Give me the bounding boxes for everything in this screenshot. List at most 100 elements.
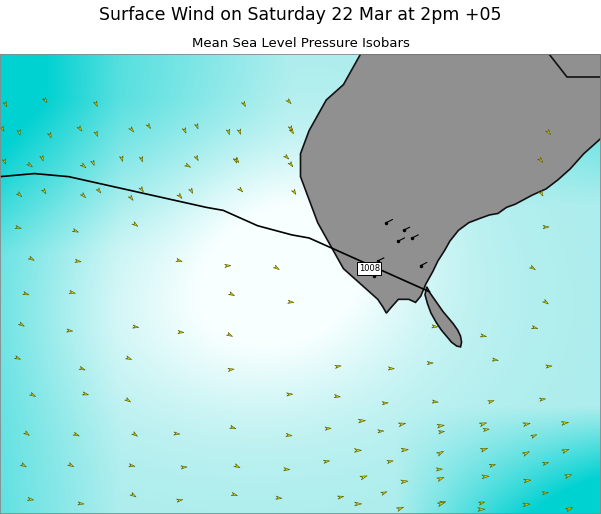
Polygon shape bbox=[132, 432, 138, 436]
Polygon shape bbox=[16, 192, 22, 197]
Polygon shape bbox=[529, 265, 535, 270]
Polygon shape bbox=[432, 325, 438, 328]
Polygon shape bbox=[398, 423, 406, 427]
Polygon shape bbox=[77, 125, 82, 131]
Polygon shape bbox=[80, 193, 86, 198]
Polygon shape bbox=[78, 502, 84, 505]
Polygon shape bbox=[300, 54, 601, 313]
Polygon shape bbox=[561, 449, 569, 453]
Polygon shape bbox=[523, 423, 530, 427]
Polygon shape bbox=[531, 435, 537, 438]
Polygon shape bbox=[487, 400, 494, 404]
Polygon shape bbox=[561, 421, 569, 426]
Polygon shape bbox=[0, 126, 4, 132]
Polygon shape bbox=[189, 188, 193, 193]
Polygon shape bbox=[40, 155, 43, 161]
Polygon shape bbox=[284, 154, 289, 159]
Polygon shape bbox=[132, 325, 139, 328]
Polygon shape bbox=[23, 291, 29, 295]
Polygon shape bbox=[523, 503, 530, 507]
Polygon shape bbox=[427, 361, 433, 365]
Polygon shape bbox=[480, 334, 487, 337]
Polygon shape bbox=[546, 130, 551, 135]
Polygon shape bbox=[28, 256, 34, 261]
Polygon shape bbox=[489, 464, 496, 468]
Polygon shape bbox=[73, 432, 79, 436]
Polygon shape bbox=[396, 507, 404, 511]
Polygon shape bbox=[82, 392, 88, 395]
Text: Mean Sea Level Pressure Isobars: Mean Sea Level Pressure Isobars bbox=[192, 36, 409, 50]
Polygon shape bbox=[132, 222, 138, 226]
Polygon shape bbox=[237, 129, 240, 135]
Polygon shape bbox=[234, 157, 239, 163]
Polygon shape bbox=[18, 322, 25, 326]
Polygon shape bbox=[276, 496, 282, 499]
Polygon shape bbox=[479, 423, 487, 427]
Polygon shape bbox=[194, 155, 198, 161]
Polygon shape bbox=[234, 464, 240, 468]
Polygon shape bbox=[273, 265, 279, 270]
Polygon shape bbox=[185, 163, 191, 168]
Polygon shape bbox=[225, 264, 231, 268]
Polygon shape bbox=[79, 366, 85, 370]
Polygon shape bbox=[2, 159, 5, 164]
Polygon shape bbox=[181, 466, 187, 469]
Polygon shape bbox=[323, 460, 330, 464]
Polygon shape bbox=[17, 130, 20, 135]
Polygon shape bbox=[42, 97, 47, 102]
Polygon shape bbox=[230, 425, 236, 429]
Polygon shape bbox=[67, 329, 73, 332]
Polygon shape bbox=[492, 358, 498, 361]
Polygon shape bbox=[436, 451, 444, 456]
Polygon shape bbox=[401, 448, 409, 452]
Polygon shape bbox=[288, 125, 292, 131]
Polygon shape bbox=[120, 156, 123, 161]
Polygon shape bbox=[565, 508, 573, 512]
Polygon shape bbox=[67, 463, 74, 467]
Polygon shape bbox=[69, 290, 75, 293]
Polygon shape bbox=[437, 424, 444, 428]
Polygon shape bbox=[226, 129, 230, 135]
Polygon shape bbox=[75, 259, 81, 263]
Polygon shape bbox=[29, 392, 35, 397]
Polygon shape bbox=[358, 419, 365, 423]
Polygon shape bbox=[425, 287, 462, 347]
Polygon shape bbox=[542, 462, 549, 466]
Polygon shape bbox=[388, 367, 394, 370]
Polygon shape bbox=[387, 461, 393, 464]
Polygon shape bbox=[47, 132, 51, 138]
Polygon shape bbox=[355, 502, 362, 506]
Polygon shape bbox=[28, 498, 34, 501]
Polygon shape bbox=[289, 128, 293, 134]
Polygon shape bbox=[360, 476, 367, 480]
Polygon shape bbox=[480, 448, 487, 452]
Polygon shape bbox=[23, 431, 29, 435]
Polygon shape bbox=[438, 431, 445, 434]
Polygon shape bbox=[176, 499, 183, 502]
Polygon shape bbox=[286, 99, 291, 104]
Polygon shape bbox=[72, 229, 79, 232]
Polygon shape bbox=[231, 492, 237, 495]
Text: Surface Wind on Saturday 22 Mar at 2pm +05: Surface Wind on Saturday 22 Mar at 2pm +… bbox=[99, 6, 502, 24]
Polygon shape bbox=[482, 475, 489, 479]
Polygon shape bbox=[335, 365, 341, 369]
Polygon shape bbox=[182, 127, 186, 133]
Polygon shape bbox=[228, 291, 234, 296]
Polygon shape bbox=[542, 492, 549, 495]
Polygon shape bbox=[549, 54, 601, 77]
Polygon shape bbox=[20, 463, 26, 467]
Polygon shape bbox=[80, 163, 86, 168]
Polygon shape bbox=[478, 507, 485, 511]
Polygon shape bbox=[14, 356, 20, 359]
Polygon shape bbox=[436, 478, 444, 482]
Polygon shape bbox=[96, 188, 101, 193]
Polygon shape bbox=[287, 393, 293, 396]
Polygon shape bbox=[380, 492, 387, 495]
Text: 1008: 1008 bbox=[359, 264, 380, 273]
Polygon shape bbox=[93, 101, 97, 106]
Polygon shape bbox=[177, 193, 182, 198]
Polygon shape bbox=[288, 300, 294, 303]
Polygon shape bbox=[91, 160, 94, 166]
Polygon shape bbox=[41, 189, 46, 194]
Polygon shape bbox=[478, 502, 485, 505]
